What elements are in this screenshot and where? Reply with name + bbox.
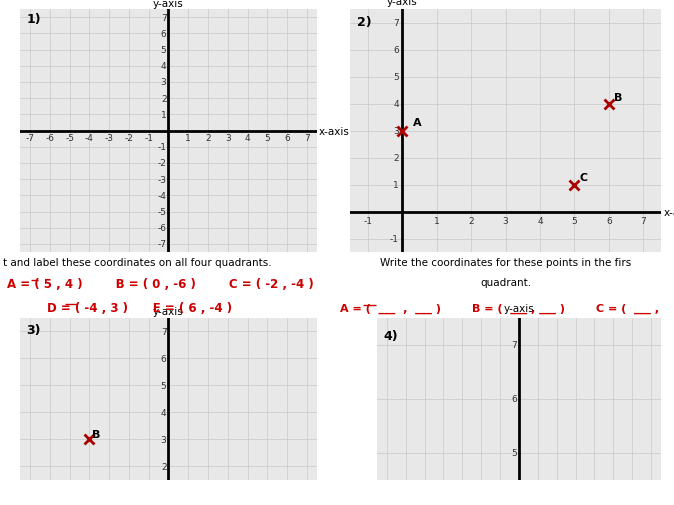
Text: 2: 2 xyxy=(161,94,166,104)
Text: 4: 4 xyxy=(537,216,543,225)
Text: 5: 5 xyxy=(161,381,166,390)
Text: D = ( -4 , 3 )      E = ( 6 , -4 ): D = ( -4 , 3 ) E = ( 6 , -4 ) xyxy=(47,302,233,315)
Text: -7: -7 xyxy=(158,240,166,249)
Text: 6: 6 xyxy=(284,134,290,143)
Text: 1: 1 xyxy=(393,181,399,190)
Text: y-axis: y-axis xyxy=(503,304,534,314)
Text: 5: 5 xyxy=(161,46,166,55)
Text: -6: -6 xyxy=(45,134,55,143)
Text: 1: 1 xyxy=(185,134,191,143)
Text: quadrant.: quadrant. xyxy=(480,278,531,288)
Text: -3: -3 xyxy=(104,134,114,143)
Text: 3: 3 xyxy=(161,435,166,444)
Text: 3: 3 xyxy=(503,216,508,225)
Text: 2): 2) xyxy=(357,16,372,28)
Text: -2: -2 xyxy=(125,134,133,143)
Text: 2: 2 xyxy=(161,462,166,471)
Text: 3: 3 xyxy=(161,78,166,87)
Text: 4: 4 xyxy=(161,408,166,417)
Text: 1: 1 xyxy=(161,111,166,120)
Text: x-axis: x-axis xyxy=(664,207,674,217)
Text: 6: 6 xyxy=(512,394,517,403)
Text: 4): 4) xyxy=(383,329,398,342)
Text: 3: 3 xyxy=(393,127,399,136)
Text: 5: 5 xyxy=(572,216,577,225)
Text: 1): 1) xyxy=(26,13,40,26)
Text: -5: -5 xyxy=(158,208,166,217)
Text: y-axis: y-axis xyxy=(153,306,184,316)
Text: 3: 3 xyxy=(225,134,231,143)
Text: Write the coordinates for these points in the firs: Write the coordinates for these points i… xyxy=(380,258,631,268)
Text: 1: 1 xyxy=(434,216,439,225)
Text: C: C xyxy=(580,173,588,183)
Text: 3): 3) xyxy=(26,324,40,336)
Text: B: B xyxy=(92,429,100,439)
Text: 4: 4 xyxy=(161,62,166,71)
Text: y-axis: y-axis xyxy=(153,0,184,9)
Text: 5: 5 xyxy=(264,134,270,143)
Text: 7: 7 xyxy=(161,14,166,23)
Text: x-axis: x-axis xyxy=(319,126,350,136)
Text: 2: 2 xyxy=(205,134,211,143)
Text: 6: 6 xyxy=(393,46,399,55)
Text: 6: 6 xyxy=(161,30,166,39)
Text: -5: -5 xyxy=(65,134,74,143)
Text: 6: 6 xyxy=(161,354,166,363)
Text: -1: -1 xyxy=(390,234,399,243)
Text: -2: -2 xyxy=(158,159,166,168)
Text: y-axis: y-axis xyxy=(387,0,417,8)
Text: 7: 7 xyxy=(393,19,399,28)
Text: 7: 7 xyxy=(640,216,646,225)
Text: t and label these coordinates on all four quadrants.: t and label these coordinates on all fou… xyxy=(3,258,272,268)
Text: A: A xyxy=(412,118,421,128)
Text: -6: -6 xyxy=(158,224,166,233)
Text: 4: 4 xyxy=(245,134,251,143)
Text: 7: 7 xyxy=(304,134,310,143)
Text: 7: 7 xyxy=(161,327,166,336)
Text: 2: 2 xyxy=(393,154,399,163)
Text: 7: 7 xyxy=(512,340,517,349)
Text: 6: 6 xyxy=(606,216,612,225)
Text: -7: -7 xyxy=(26,134,34,143)
Text: 5: 5 xyxy=(512,448,517,458)
Text: 4: 4 xyxy=(393,100,399,109)
Text: -4: -4 xyxy=(158,191,166,200)
Text: -4: -4 xyxy=(85,134,94,143)
Text: A = ( 5 , 4 )        B = ( 0 , -6 )        C = ( -2 , -4 ): A = ( 5 , 4 ) B = ( 0 , -6 ) C = ( -2 , … xyxy=(7,278,313,291)
Text: A = (  ___  ,  ___ )        B = (  ___ , ___ )        C = (  ___ ,: A = ( ___ , ___ ) B = ( ___ , ___ ) C = … xyxy=(340,303,659,313)
Text: -1: -1 xyxy=(158,143,166,152)
Text: 2: 2 xyxy=(468,216,474,225)
Text: 5: 5 xyxy=(393,73,399,82)
Text: B: B xyxy=(614,92,622,103)
Text: -1: -1 xyxy=(144,134,153,143)
Text: -3: -3 xyxy=(158,175,166,184)
Text: -1: -1 xyxy=(363,216,372,225)
